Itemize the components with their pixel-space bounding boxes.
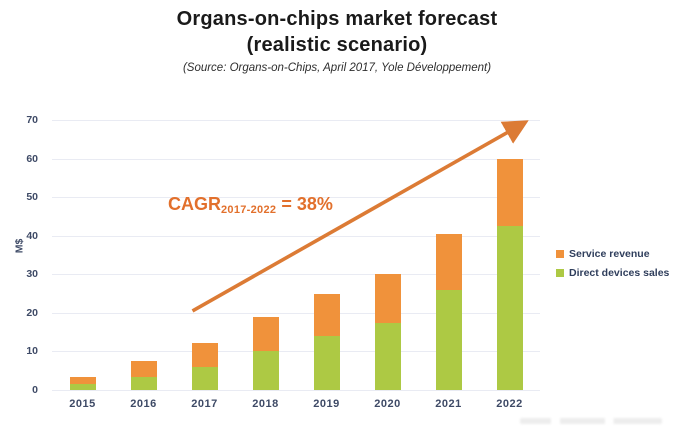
bar-2015-direct-devices-sales bbox=[69, 384, 96, 390]
bar-2016-direct-devices-sales bbox=[130, 376, 157, 390]
y-tick-label-30: 30 bbox=[26, 268, 38, 281]
gridline-60 bbox=[52, 158, 540, 160]
x-tick-label-2016: 2016 bbox=[130, 398, 157, 410]
legend: Service revenue Direct devices sales bbox=[556, 248, 669, 286]
gridline-70 bbox=[52, 120, 540, 121]
cagr-subscript: 2017-2022 bbox=[221, 204, 277, 216]
cropped-watermark bbox=[520, 418, 662, 424]
gridline-10 bbox=[52, 351, 540, 353]
gridline-20 bbox=[52, 312, 540, 314]
y-axis: 0 10 20 30 40 50 60 70 bbox=[0, 114, 44, 396]
x-tick-label-2020: 2020 bbox=[374, 398, 401, 410]
x-tick-label-2019: 2019 bbox=[313, 398, 340, 410]
gridline-30 bbox=[52, 274, 540, 276]
x-tick-label-2022: 2022 bbox=[496, 398, 523, 410]
bar-2017-direct-devices-sales bbox=[191, 366, 218, 390]
service-revenue-swatch-icon bbox=[556, 250, 564, 258]
chart-title-line2: (realistic scenario) bbox=[246, 34, 428, 56]
bar-2018-direct-devices-sales bbox=[252, 351, 279, 390]
y-tick-label-10: 10 bbox=[26, 345, 38, 358]
gridline-0 bbox=[52, 390, 540, 391]
bar-2022-service-revenue bbox=[496, 158, 523, 227]
y-tick-label-20: 20 bbox=[26, 306, 38, 319]
bar-2015-service-revenue bbox=[69, 377, 96, 385]
bar-2022-direct-devices-sales bbox=[496, 226, 523, 390]
x-tick-label-2018: 2018 bbox=[252, 398, 279, 410]
cagr-annotation: CAGR2017-2022 = 38% bbox=[168, 194, 333, 216]
bar-2021-direct-devices-sales bbox=[435, 289, 462, 390]
bar-2020-direct-devices-sales bbox=[374, 322, 401, 390]
y-tick-label-70: 70 bbox=[26, 114, 38, 126]
title-block: Organs-on-chips market forecast (realist… bbox=[0, 6, 674, 74]
bar-2019-direct-devices-sales bbox=[313, 336, 340, 390]
x-tick-label-2015: 2015 bbox=[69, 398, 96, 410]
chart-area: 0 10 20 30 40 50 60 70 M$ CAGR2017-2022 = 38% 2… bbox=[0, 100, 674, 426]
y-tick-label-50: 50 bbox=[26, 191, 38, 204]
chart-source: (Source: Organs-on-Chips, April 2017, Yo… bbox=[182, 62, 492, 74]
bar-2018-service-revenue bbox=[252, 316, 279, 352]
x-tick-label-2021: 2021 bbox=[435, 398, 462, 410]
x-tick-label-2017: 2017 bbox=[191, 398, 218, 410]
cagr-prefix: CAGR bbox=[168, 194, 221, 214]
y-axis-title: M$ bbox=[13, 238, 26, 254]
cagr-suffix: = 38% bbox=[276, 194, 333, 214]
legend-label-service-revenue: Service revenue bbox=[569, 248, 650, 260]
direct-devices-sales-swatch-icon bbox=[556, 269, 564, 277]
legend-label-direct-devices-sales: Direct devices sales bbox=[569, 267, 670, 279]
bar-2016-service-revenue bbox=[130, 361, 157, 377]
legend-item-service-revenue: Service revenue bbox=[556, 248, 669, 260]
plot-area bbox=[52, 120, 540, 391]
bar-2020-service-revenue bbox=[374, 274, 401, 323]
y-tick-label-40: 40 bbox=[26, 229, 38, 242]
bar-2019-service-revenue bbox=[313, 293, 340, 336]
y-tick-label-60: 60 bbox=[26, 152, 38, 165]
x-axis: 2015 2016 2017 2018 2019 2020 2021 2022 bbox=[0, 398, 674, 414]
bar-2017-service-revenue bbox=[191, 342, 218, 367]
y-tick-label-0: 0 bbox=[32, 384, 38, 396]
gridline-40 bbox=[52, 235, 540, 237]
legend-item-direct-devices-sales: Direct devices sales bbox=[556, 267, 669, 279]
bar-2021-service-revenue bbox=[435, 233, 462, 290]
chart-title-line1: Organs-on-chips market forecast bbox=[176, 8, 498, 30]
